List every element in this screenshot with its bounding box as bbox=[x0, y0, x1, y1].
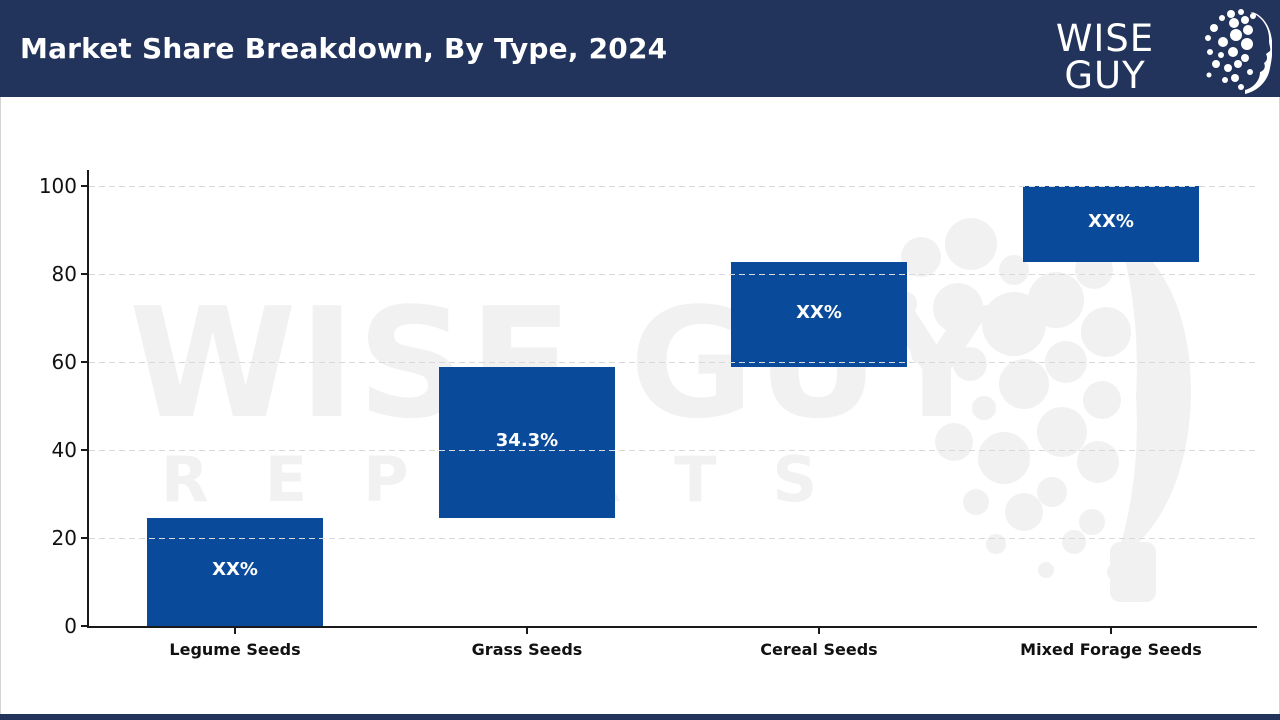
y-axis-line bbox=[87, 170, 89, 628]
y-axis-tick bbox=[81, 449, 88, 451]
y-axis-tick bbox=[81, 625, 88, 627]
bar-value-label: XX% bbox=[212, 559, 258, 581]
x-axis-line bbox=[87, 626, 1257, 628]
x-tick-label: Grass Seeds bbox=[471, 640, 583, 659]
bar-value-label: 34.3% bbox=[495, 429, 559, 451]
watermark-dotted-head bbox=[891, 218, 1192, 602]
bar-value-label: XX% bbox=[796, 301, 842, 323]
bar-segment bbox=[439, 367, 615, 519]
y-tick-label: 80 bbox=[51, 262, 77, 286]
gridline bbox=[89, 450, 1257, 451]
chart-title: Market Share Breakdown, By Type, 2024 bbox=[20, 32, 668, 65]
y-tick-label: 20 bbox=[51, 526, 77, 550]
x-tick-label: Legume Seeds bbox=[169, 640, 301, 659]
bar-segment bbox=[1023, 186, 1199, 263]
bar-segment bbox=[147, 518, 323, 626]
bar-value-label: XX% bbox=[1088, 211, 1134, 233]
gridline bbox=[89, 362, 1257, 363]
y-axis-tick bbox=[81, 537, 88, 539]
gridline bbox=[89, 538, 1257, 539]
y-tick-label: 40 bbox=[51, 438, 77, 462]
gridline bbox=[89, 186, 1257, 187]
dotted-head-icon bbox=[1205, 9, 1272, 94]
x-tick-label: Mixed Forage Seeds bbox=[1020, 640, 1202, 659]
y-tick-label: 60 bbox=[51, 350, 77, 374]
wiseguy-logo: WISE GUY REPORTS bbox=[1012, 6, 1272, 112]
y-axis-tick bbox=[81, 361, 88, 363]
bar-segment bbox=[731, 262, 907, 368]
header-bar: Market Share Breakdown, By Type, 2024 WI… bbox=[0, 0, 1280, 112]
logo-wordmark: WISE GUY bbox=[1055, 17, 1155, 97]
y-tick-label: 100 bbox=[38, 174, 77, 198]
footer-bar bbox=[0, 714, 1280, 720]
x-axis-tick bbox=[1110, 628, 1112, 634]
x-tick-label: Cereal Seeds bbox=[760, 640, 878, 659]
y-tick-label: 0 bbox=[64, 614, 77, 638]
gridline bbox=[89, 274, 1257, 275]
y-axis-tick bbox=[81, 273, 88, 275]
x-axis-tick bbox=[818, 628, 820, 634]
y-axis-tick bbox=[81, 185, 88, 187]
x-axis-tick bbox=[234, 628, 236, 634]
x-axis-tick bbox=[526, 628, 528, 634]
chart-canvas: WISE GUY REPORTS XX%Legume Seeds34.3%Gra… bbox=[0, 97, 1280, 714]
